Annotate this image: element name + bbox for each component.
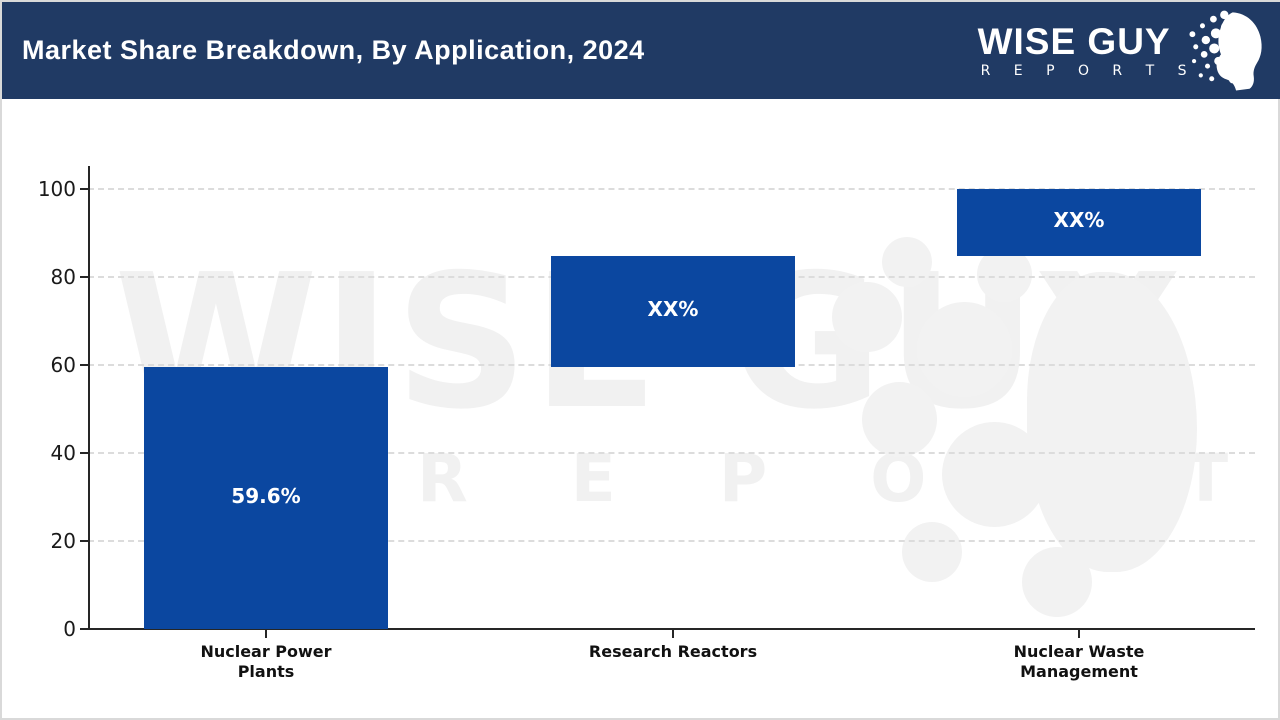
head-profile-dots-icon <box>1189 10 1262 90</box>
bar-segment <box>551 255 795 367</box>
y-tick-label: 20 <box>50 529 76 553</box>
logo-text: WISE GUY R E P O R T S <box>978 23 1196 79</box>
y-axis-tick <box>80 540 88 542</box>
category-label: Nuclear Waste Management <box>1013 642 1145 681</box>
wise-guy-reports-logo: WISE GUY R E P O R T S <box>978 8 1272 94</box>
x-axis-spine <box>88 628 1255 630</box>
category-label: Nuclear Power Plants <box>200 642 332 681</box>
y-tick-label: 60 <box>50 353 76 377</box>
y-tick-label: 40 <box>50 441 76 465</box>
bar-value-label: XX% <box>1053 208 1105 233</box>
y-tick-label: 0 <box>63 617 76 641</box>
y-gridline <box>88 540 1255 542</box>
y-axis-tick <box>80 188 88 190</box>
header-bar: Market Share Breakdown, By Application, … <box>2 2 1280 99</box>
y-gridline <box>88 452 1255 454</box>
bar-segment <box>957 189 1201 256</box>
logo-subtitle: R E P O R T S <box>980 62 1196 79</box>
bar-value-label: XX% <box>647 297 699 322</box>
y-axis-spine <box>88 166 90 630</box>
y-axis-tick <box>80 452 88 454</box>
y-gridline <box>88 188 1255 190</box>
x-axis-tick <box>1078 630 1080 638</box>
y-tick-label: 80 <box>50 265 76 289</box>
logo-wordmark: WISE GUY <box>977 20 1171 62</box>
bar-value-label: 59.6% <box>231 483 301 508</box>
y-tick-label: 100 <box>37 177 76 201</box>
page-title: Market Share Breakdown, By Application, … <box>22 35 645 65</box>
bar-segment <box>144 366 388 629</box>
y-axis-tick <box>80 276 88 278</box>
y-axis-tick <box>80 628 88 630</box>
category-label: Research Reactors <box>588 642 758 661</box>
y-axis-tick <box>80 364 88 366</box>
x-axis-tick <box>672 630 674 638</box>
x-axis-tick <box>265 630 267 638</box>
